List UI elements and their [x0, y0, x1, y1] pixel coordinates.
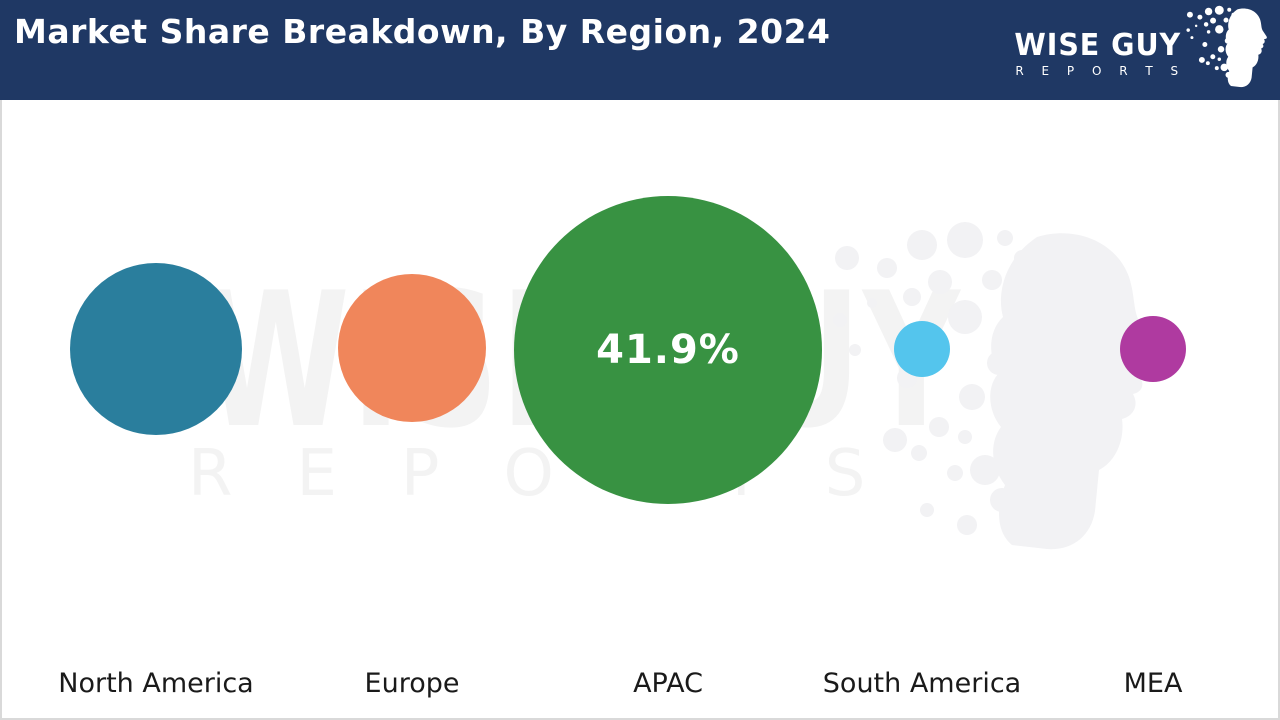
bubble-layer: 41.9%: [2, 100, 1278, 718]
category-label-mea: MEA: [1123, 668, 1183, 699]
category-label-north-america: North America: [58, 668, 254, 699]
category-label-europe: Europe: [364, 668, 460, 699]
page-title: Market Share Breakdown, By Region, 2024: [14, 12, 831, 51]
logo-wordmark: WISE GUY: [1014, 28, 1182, 63]
bubble-europe: [338, 274, 486, 422]
bubble-mea: [1120, 316, 1186, 382]
category-label-row: North America Europe APAC South America MEA: [2, 100, 1278, 718]
wiseguy-logo: WISE GUY R E P O R T S: [1010, 4, 1272, 96]
category-label-south-america: South America: [822, 668, 1022, 699]
chart-area: WISE GUY REPORTS 41.9% North AmericaEuro…: [0, 100, 1280, 720]
bubble-south-america: [894, 321, 950, 377]
dotted-head-watermark: [833, 222, 1157, 550]
header-bar: Market Share Breakdown, By Region, 2024 …: [0, 0, 1280, 100]
wiseguy-head-icon: [1186, 5, 1267, 88]
bubble-north-america: [70, 263, 242, 435]
logo-text: WISE GUY R E P O R T S: [1010, 28, 1186, 78]
logo-subtitle: R E P O R T S: [1015, 64, 1186, 78]
bubble-apac: 41.9%: [514, 196, 822, 504]
category-label-apac: APAC: [633, 668, 703, 699]
bubble-value-label: 41.9%: [596, 327, 740, 373]
